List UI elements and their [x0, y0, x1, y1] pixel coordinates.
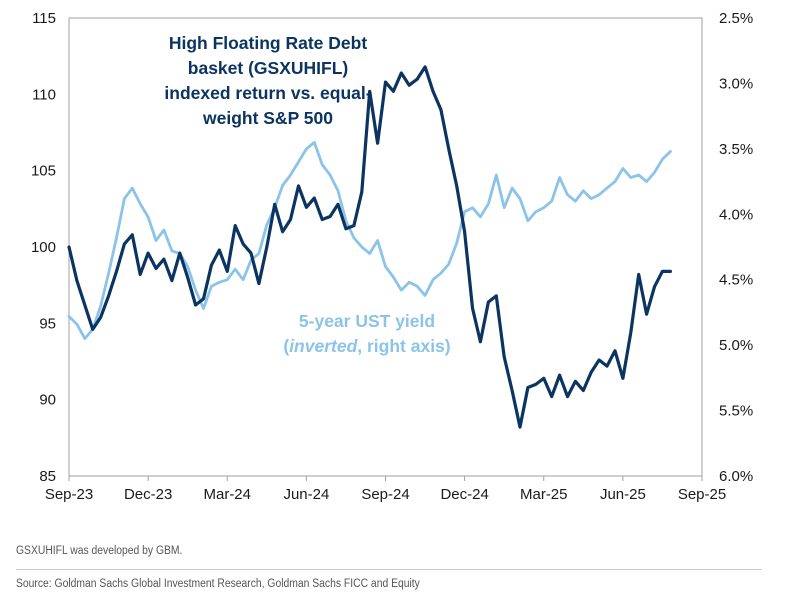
right-y-tick-label: 4.0%: [719, 206, 753, 223]
left-y-tick-label: 110: [32, 86, 56, 103]
x-tick-label: Mar-24: [203, 486, 251, 503]
right-y-tick-label: 2.5%: [719, 10, 753, 27]
title-line-1: High Floating Rate Debt: [169, 33, 368, 53]
annotation-line-1: 5-year UST yield: [299, 311, 435, 331]
yield-series-annotation: 5-year UST yield (inverted, right axis): [283, 311, 450, 356]
left-y-tick-label: 105: [31, 163, 56, 180]
footnote-divider: [16, 569, 762, 570]
right-y-tick-label: 6.0%: [719, 468, 753, 485]
series-layer: [67, 65, 673, 429]
x-tick-label: Jun-25: [600, 486, 646, 503]
x-tick-label: Sep-24: [361, 486, 409, 503]
x-tick-label: Dec-23: [124, 486, 172, 503]
title-line-4: weight S&P 500: [202, 108, 333, 128]
x-tick-label: Sep-23: [45, 486, 93, 503]
left-y-tick-label: 100: [31, 239, 56, 256]
title-line-3: indexed return vs. equal-: [164, 83, 371, 103]
left-y-tick-label: 115: [32, 10, 56, 27]
x-tick-label: Sep-25: [678, 486, 726, 503]
x-axis: Sep-23 Dec-23 Mar-24 Jun-24 Sep-24 Dec-24 Mar-…: [45, 475, 726, 503]
footnote-source: Source: Goldman Sachs Global Investment …: [16, 578, 420, 590]
right-y-axis: 2.5% 3.0% 3.5% 4.0% 4.5% 5.0% 5.5% 6.0%: [719, 10, 753, 485]
series-line-5y-ust-yield: [67, 140, 672, 341]
right-y-tick-label: 5.5%: [719, 403, 753, 420]
left-y-tick-label: 85: [39, 468, 56, 485]
annotation-line-2: (inverted, right axis): [283, 336, 450, 356]
footnote-note: GSXUHIFL was developed by GBM.: [16, 545, 183, 557]
left-y-tick-label: 95: [39, 315, 56, 332]
left-y-axis: 85 90 95 100 105 110 115: [31, 10, 56, 485]
series-line-gsxuhifl: [67, 65, 673, 429]
x-tick-label: Dec-24: [440, 486, 488, 503]
right-y-tick-label: 3.0%: [719, 75, 753, 92]
right-y-tick-label: 5.0%: [719, 337, 753, 354]
x-tick-label: Jun-24: [283, 486, 329, 503]
left-y-tick-label: 90: [39, 392, 56, 409]
right-y-tick-label: 3.5%: [719, 141, 753, 158]
right-y-tick-label: 4.5%: [719, 272, 753, 289]
x-tick-label: Mar-25: [520, 486, 568, 503]
chart-title: High Floating Rate Debt basket (GSXUHIFL…: [164, 33, 371, 128]
chart: Sep-23 Dec-23 Mar-24 Jun-24 Sep-24 Dec-24 Mar-…: [31, 10, 753, 503]
title-line-2: basket (GSXUHIFL): [188, 58, 348, 78]
